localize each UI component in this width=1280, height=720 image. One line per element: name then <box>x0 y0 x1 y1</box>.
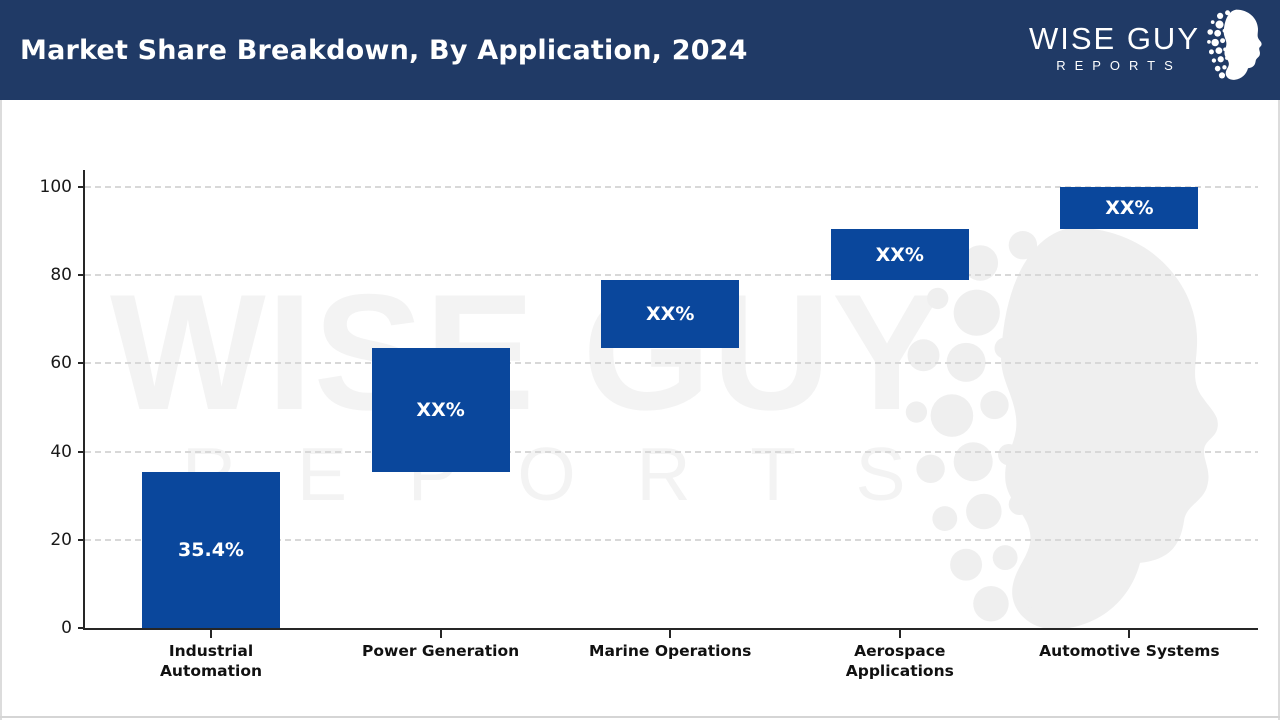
bar-4: XX% <box>830 229 969 281</box>
bar-value-label: 35.4% <box>178 538 244 561</box>
watermark-subtext: R E P O R T S <box>182 432 926 516</box>
x-tick-label-line: Automation <box>159 662 263 680</box>
y-tick-label: 60 <box>50 353 72 374</box>
gridline-y-60 <box>85 362 1258 365</box>
y-tick-mark <box>78 362 85 365</box>
bar-value-label: XX% <box>875 243 924 266</box>
x-tick-label-line: Applications <box>845 662 954 680</box>
bar-value-label: XX% <box>416 399 465 422</box>
gridline-y-100 <box>85 186 1258 188</box>
x-tick-label: Power Generation <box>321 641 561 661</box>
y-axis <box>83 170 85 630</box>
x-tick-label-line: Marine Operations <box>589 642 752 660</box>
gridline-y-40 <box>85 450 1258 453</box>
x-tick-mark <box>439 630 442 638</box>
x-tick-label: Marine Operations <box>550 641 790 661</box>
y-tick-mark <box>78 450 85 453</box>
logo-wordmark-line2: REPORTS <box>1056 58 1182 74</box>
bar-1: 35.4% <box>142 471 280 628</box>
y-tick-label: 0 <box>61 618 72 638</box>
x-tick-mark <box>210 630 212 638</box>
gridline-y-20 <box>85 538 1258 541</box>
x-tick-mark <box>669 630 672 638</box>
bar-5: XX% <box>1060 187 1199 230</box>
bar-value-label: XX% <box>646 303 695 326</box>
logo-wordmark-line1: WISE GUY <box>1028 20 1200 56</box>
x-tick-label-line: Aerospace <box>854 642 946 660</box>
y-tick-mark <box>78 186 85 188</box>
watermark-wordmark: WISE GUY <box>110 260 944 444</box>
y-tick-label: 100 <box>39 177 72 197</box>
x-tick-mark <box>1128 630 1131 638</box>
bar-2: XX% <box>371 348 510 472</box>
x-tick-mark <box>898 630 901 638</box>
y-tick-label: 80 <box>50 265 72 286</box>
x-tick-label-line: Automotive Systems <box>1039 642 1220 660</box>
x-tick-label: Aerospace Applications <box>780 641 1020 681</box>
x-tick-label: Industrial Automation <box>91 641 331 681</box>
bar-3: XX% <box>601 280 740 349</box>
chart-title: Market Share Breakdown, By Application, … <box>20 34 748 66</box>
bar-value-label: XX% <box>1105 197 1154 220</box>
logo-wordmark: WISE GUY REPORTS <box>1028 20 1200 74</box>
y-tick-mark <box>78 627 85 629</box>
header-bar: Market Share Breakdown, By Application, … <box>0 0 1280 100</box>
x-tick-label-line: Power Generation <box>362 642 520 660</box>
watermark-head-icon <box>888 213 1243 675</box>
y-tick-label: 40 <box>50 441 72 462</box>
y-tick-mark <box>78 274 85 277</box>
gridline-y-80 <box>85 274 1258 277</box>
frame-edge-right <box>1278 100 1280 720</box>
x-tick-label-line: Industrial <box>168 642 254 660</box>
wiseguy-logo: WISE GUY REPORTS <box>1029 7 1266 88</box>
frame-edge-bottom <box>0 716 1280 718</box>
frame-edge-left <box>0 100 2 720</box>
x-tick-label: Automotive Systems <box>1009 641 1249 661</box>
x-axis <box>83 628 1258 630</box>
y-tick-mark <box>78 538 85 541</box>
y-tick-label: 20 <box>50 529 72 550</box>
